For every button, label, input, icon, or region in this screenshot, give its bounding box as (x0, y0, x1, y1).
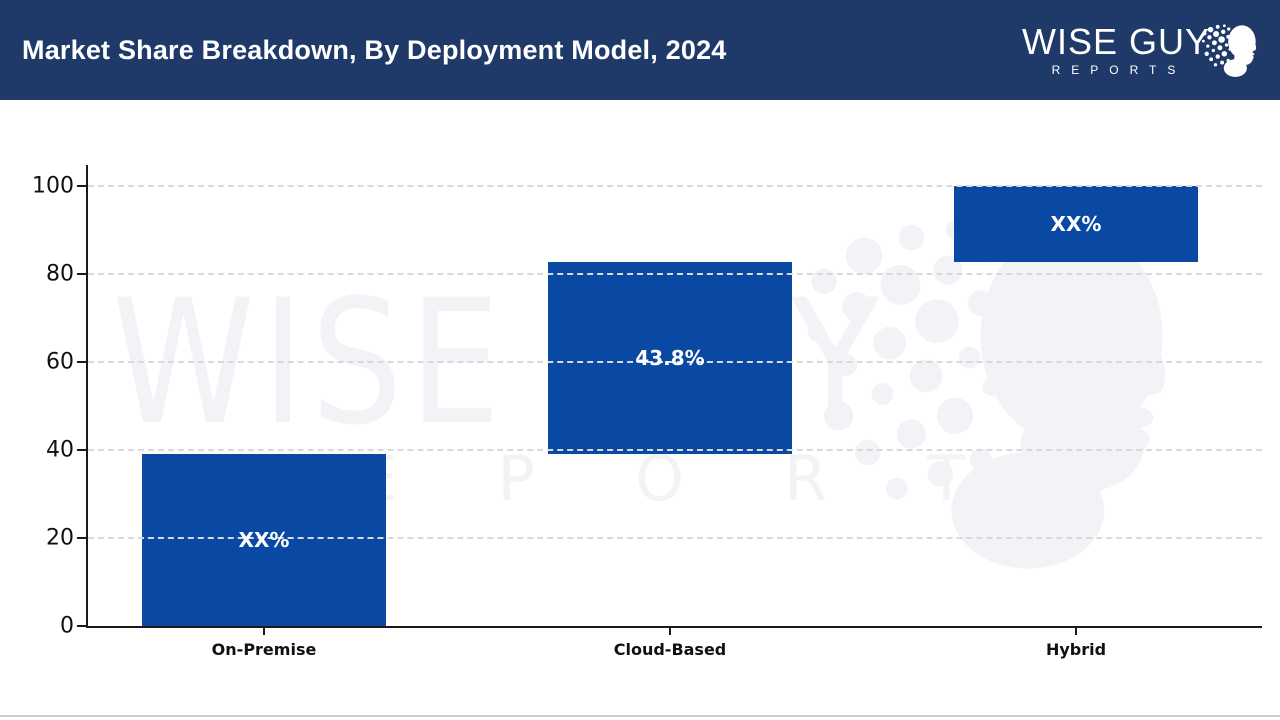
x-tick-label: Cloud-Based (613, 640, 727, 659)
y-axis (86, 165, 88, 628)
y-tick-mark (77, 449, 86, 451)
logo-subtext: REPORTS (1051, 63, 1187, 77)
x-tick-mark (669, 628, 671, 635)
gridline (88, 449, 1262, 451)
bar-value-label: XX% (238, 528, 290, 553)
bottom-border (0, 715, 1280, 717)
y-tick-label: 80 (46, 261, 74, 287)
y-tick-mark (77, 537, 86, 539)
gridline (88, 537, 1262, 539)
y-tick-label: 20 (46, 525, 74, 551)
logo-face-icon (1200, 23, 1258, 78)
y-tick-label: 100 (32, 173, 74, 199)
x-tick-label: On-Premise (211, 640, 317, 659)
bar-value-label: 43.8% (635, 346, 705, 371)
brand-logo-text: WISE GUY REPORTS (1021, 21, 1210, 77)
bar (548, 261, 792, 455)
x-axis (86, 626, 1262, 628)
gridline (88, 273, 1262, 275)
y-tick-label: 40 (46, 437, 74, 463)
logo-wordmark: WISE GUY (1021, 21, 1210, 62)
y-tick-label: 60 (46, 349, 74, 375)
page-title: Market Share Breakdown, By Deployment Mo… (22, 34, 727, 65)
brand-logo: WISE GUY REPORTS (1022, 23, 1258, 78)
watermark-face-icon (795, 212, 1177, 576)
x-tick-mark (1075, 628, 1077, 635)
x-tick-label: Hybrid (1045, 640, 1107, 659)
y-tick-mark (77, 625, 86, 627)
header: Market Share Breakdown, By Deployment Mo… (0, 0, 1280, 100)
gridline (88, 361, 1262, 363)
x-tick-mark (263, 628, 265, 635)
bar (142, 454, 386, 626)
bar-value-label: XX% (1050, 211, 1102, 236)
y-tick-mark (77, 361, 86, 363)
y-tick-label: 0 (60, 613, 74, 639)
y-tick-mark (77, 273, 86, 275)
gridline (88, 185, 1262, 187)
y-tick-mark (77, 185, 86, 187)
